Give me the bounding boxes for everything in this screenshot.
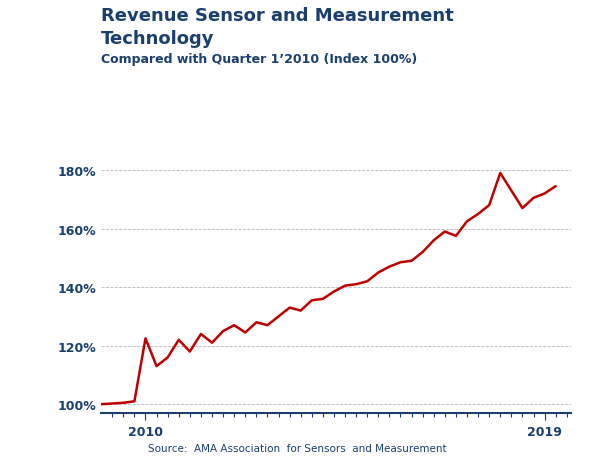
Text: Compared with Quarter 1’2010 (Index 100%): Compared with Quarter 1’2010 (Index 100%… bbox=[101, 53, 418, 66]
Text: Technology: Technology bbox=[101, 30, 215, 48]
Text: Source:  AMA Association  for Sensors  and Measurement: Source: AMA Association for Sensors and … bbox=[148, 443, 447, 453]
Text: Revenue Sensor and Measurement: Revenue Sensor and Measurement bbox=[101, 7, 454, 25]
